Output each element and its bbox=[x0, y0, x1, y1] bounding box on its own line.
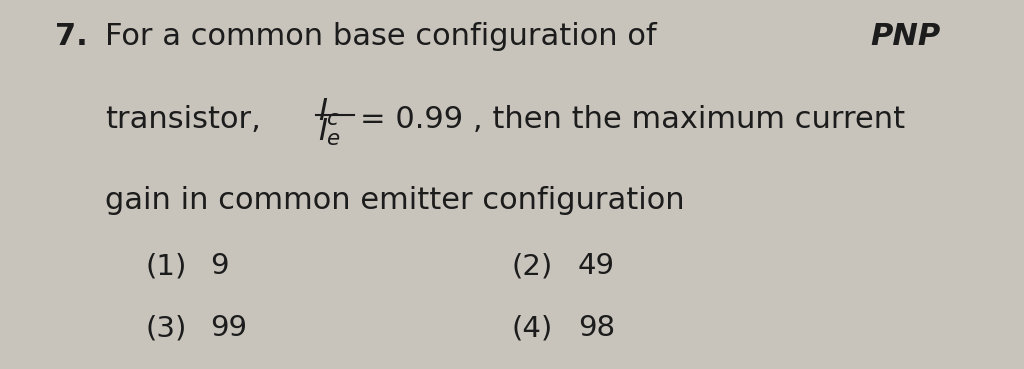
Text: 7.: 7. bbox=[55, 22, 88, 51]
Text: $I_e$: $I_e$ bbox=[318, 117, 341, 148]
Text: (4): (4) bbox=[512, 314, 553, 342]
Text: transistor,: transistor, bbox=[105, 105, 261, 134]
Text: 98: 98 bbox=[578, 314, 615, 342]
Text: (3): (3) bbox=[145, 314, 186, 342]
Text: (1): (1) bbox=[145, 252, 186, 280]
Text: gain in common emitter configuration: gain in common emitter configuration bbox=[105, 186, 685, 215]
Text: 49: 49 bbox=[578, 252, 615, 280]
Text: PNP: PNP bbox=[870, 22, 940, 51]
Text: 99: 99 bbox=[210, 314, 247, 342]
Text: = 0.99 , then the maximum current: = 0.99 , then the maximum current bbox=[360, 105, 905, 134]
Text: 9: 9 bbox=[210, 252, 228, 280]
Text: (2): (2) bbox=[512, 252, 553, 280]
Text: For a common base configuration of: For a common base configuration of bbox=[105, 22, 667, 51]
Text: $I_c$: $I_c$ bbox=[318, 97, 340, 128]
